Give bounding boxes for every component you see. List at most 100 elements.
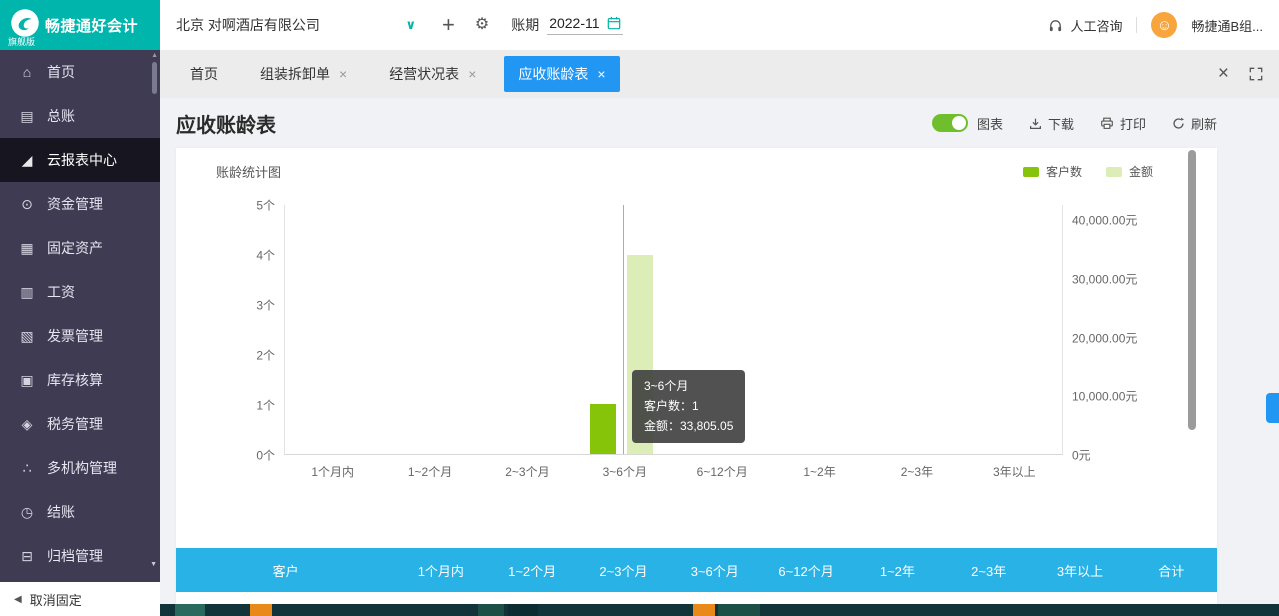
table-header-cell: 3年以上 [1056,563,1104,579]
legend-item-customers[interactable]: 客户数 [1022,163,1082,180]
chart-legend: 客户数 金额 [1022,163,1153,180]
y-axis-tick-left: 1个 [256,398,275,413]
main-area: 北京 对啊酒店有限公司 ∨ + ⚙ 账期 2022-11 [160,0,1279,616]
sidebar-item-label: 工资 [47,284,75,300]
taskbar-app-icon[interactable] [478,604,504,616]
ledger-icon: ▤ [20,107,34,124]
tooltip-line-customers: 客户数：1 [644,398,699,413]
sidebar-item-tax-management[interactable]: ◈ 税务管理 [0,402,160,446]
refresh-button[interactable]: 刷新 [1172,114,1217,133]
sidebar: 畅捷通好会计 旗舰版 ⌂ 首页 ▤ 总账 ◢ 云报表中心 ⊙ 资金管理 ▦ 固定… [0,0,160,616]
sidebar-item-closing[interactable]: ◷ 结账 [0,490,160,534]
unpin-label: 取消固定 [29,592,82,608]
tab-operating-status[interactable]: 经营状况表 × [375,56,490,92]
unpin-sidebar-button[interactable]: ◀ 取消固定 [0,582,160,616]
y-axis-tick-left: 3个 [256,298,275,313]
close-icon[interactable]: × [597,66,606,82]
legend-swatch-amount [1105,166,1122,177]
tab-receivables-aging[interactable]: 应收账龄表 × [504,56,620,92]
scroll-down-icon[interactable]: ▼ [150,561,157,568]
refresh-icon [1172,117,1185,130]
sidebar-scrollbar[interactable] [152,62,157,94]
sidebar-item-archive-management[interactable]: ⊟ 归档管理 [0,534,160,578]
side-flyout-button[interactable] [1266,393,1279,423]
taskbar-app-icon[interactable] [175,604,205,616]
inventory-icon: ▣ [20,371,34,388]
y-axis-tick-left: 5个 [256,198,275,213]
app-logo: 畅捷通好会计 旗舰版 [0,0,160,50]
close-icon[interactable]: × [468,66,477,82]
money-bag-icon: ⊙ [21,195,33,212]
sidebar-item-fixed-assets[interactable]: ▦ 固定资产 [0,226,160,270]
content-scrollbar[interactable] [1188,150,1196,430]
toggle-knob [951,116,966,130]
x-axis-tick: 3~6个月 [602,465,647,479]
taskbar-app-icon[interactable] [693,604,715,616]
chart-toggle-label: 图表 [976,116,1003,132]
tooltip-title: 3~6个月 [644,379,689,393]
sidebar-item-fund-management[interactable]: ⊙ 资金管理 [0,182,160,226]
tab-assembly-disassembly[interactable]: 组装拆卸单 × [246,56,361,92]
calendar-icon [607,16,621,30]
taskbar-app-icon[interactable] [718,604,760,616]
add-button[interactable]: + [442,12,455,37]
table-header-cell: 合计 [1158,563,1185,579]
taskbar-app-icon[interactable] [250,604,272,616]
org-icon: ∴ [22,459,32,476]
sidebar-item-inventory-accounting[interactable]: ▣ 库存核算 [0,358,160,402]
edition-label: 旗舰版 [8,37,36,47]
close-icon[interactable]: × [339,66,348,82]
accounting-period-picker[interactable]: 账期 2022-11 [511,15,623,35]
sidebar-item-cloud-report-center[interactable]: ◢ 云报表中心 [0,138,160,182]
company-selector[interactable]: 北京 对啊酒店有限公司 ∨ [176,15,416,35]
tab-home[interactable]: 首页 [176,56,232,92]
os-taskbar [160,604,1279,616]
period-value-box[interactable]: 2022-11 [547,15,623,35]
brand-name: 畅捷通好会计 [45,18,139,35]
hover-indicator-line [623,205,624,454]
consult-button[interactable]: 人工咨询 [1048,16,1122,35]
table-header-cell: 1~2个月 [508,563,557,579]
sidebar-item-multi-org-management[interactable]: ∴ 多机构管理 [0,446,160,490]
settings-gear-icon[interactable]: ⚙ [474,16,490,33]
x-axis-tick: 2~3个月 [505,465,550,479]
taskbar-app-icon[interactable] [508,604,538,616]
refresh-label: 刷新 [1190,116,1217,132]
y-axis-tick-left: 4个 [256,248,275,263]
topbar: 北京 对啊酒店有限公司 ∨ + ⚙ 账期 2022-11 [160,0,1279,50]
tab-label: 经营状况表 [389,66,460,82]
sidebar-item-home[interactable]: ⌂ 首页 [0,50,160,94]
download-button[interactable]: 下载 [1029,114,1074,133]
user-name[interactable]: 畅捷通B组... [1191,18,1263,34]
bar-customer-count[interactable] [590,404,616,454]
table-header-cell: 3~6个月 [690,563,739,579]
scroll-up-icon[interactable]: ▲ [151,52,158,59]
sidebar-item-label: 库存核算 [47,372,103,388]
download-label: 下载 [1047,116,1074,132]
topbar-right: 人工咨询 ☺ 畅捷通B组... [1048,12,1263,38]
user-avatar[interactable]: ☺ [1151,12,1178,38]
x-axis-tick: 6~12个月 [696,465,748,479]
close-all-tabs-icon[interactable]: × [1217,63,1229,84]
y-axis-tick-right: 20,000.00元 [1072,331,1138,346]
print-button[interactable]: 打印 [1100,114,1146,133]
sidebar-item-salary[interactable]: ▥ 工资 [0,270,160,314]
legend-item-amount[interactable]: 金额 [1105,163,1153,180]
print-icon [1100,117,1114,130]
tab-bar: 首页 组装拆卸单 × 经营状况表 × 应收账龄表 × × [160,50,1279,98]
sidebar-item-label: 固定资产 [47,240,103,256]
tax-icon: ◈ [21,415,33,432]
fullscreen-icon[interactable] [1249,67,1263,81]
chart-toggle[interactable] [931,114,968,132]
table-header-row: 客户 1个月内 1~2个月 2~3个月 3~6个月 6~12个月 1~2年 2~… [176,548,1217,592]
collapse-left-icon: ◀ [14,593,22,605]
y-axis-tick-left: 2个 [256,348,275,363]
chart-toggle-group: 图表 [931,114,1003,133]
x-axis-tick: 1~2个月 [407,465,453,479]
sidebar-item-invoice-management[interactable]: ▧ 发票管理 [0,314,160,358]
page-header: 应收账龄表 图表 下载 [160,98,1279,148]
download-icon [1029,117,1042,130]
sidebar-item-label: 首页 [47,64,75,80]
sidebar-item-general-ledger[interactable]: ▤ 总账 [0,94,160,138]
